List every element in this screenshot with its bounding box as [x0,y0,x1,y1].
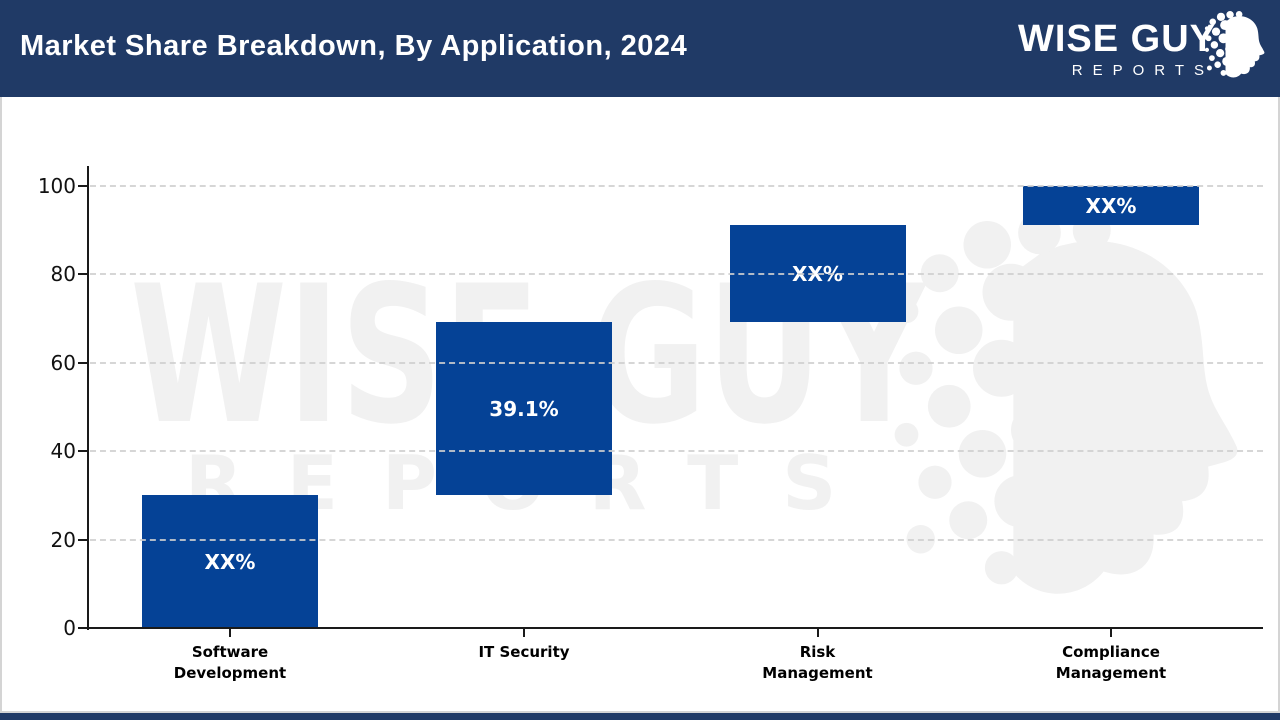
header-bar: Market Share Breakdown, By Application, … [0,0,1280,97]
logo-wise-guy-text: WISE GUY [1017,18,1216,60]
bar: 39.1% [436,322,612,496]
category-label: Software Development [173,643,287,682]
x-axis-line [87,627,1263,629]
y-axis-tick [78,538,87,541]
wiseguy-logo: WISE GUY REPORTS [1018,6,1268,92]
x-axis-tick [816,629,819,637]
y-tick-label: 0 [63,616,76,640]
gridline [90,361,1263,364]
bar: XX% [1023,185,1199,226]
bar-value-label: XX% [204,549,256,574]
left-border [0,97,2,713]
y-tick-label: 20 [50,527,76,552]
gridline [90,450,1263,453]
x-axis-tick [1110,629,1112,637]
bar-value-label: XX% [1085,193,1137,218]
wiseguy-face-icon [1204,11,1265,78]
logo-reports-text: REPORTS [1071,62,1214,79]
x-axis-tick [523,629,525,637]
y-axis-tick [78,450,87,453]
y-axis-tick [78,273,87,276]
right-border [1278,97,1280,713]
y-axis-tick [78,184,87,187]
bar: XX% [142,495,318,628]
y-axis-line [87,166,89,630]
y-tick-label: 40 [50,439,76,464]
y-tick-label: 100 [37,173,76,198]
bar-value-label: 39.1% [489,396,559,421]
chart-plot-area: WISE GUY REPORTS 020406080100XX%Software… [0,97,1280,713]
y-tick-label: 80 [50,262,76,287]
category-label: Compliance Management [1055,643,1167,682]
footer-bar [0,713,1280,720]
gridline [90,184,1263,187]
category-label: IT Security [478,643,570,661]
wiseguy-logo-text: WISE GUY REPORTS [1018,19,1216,79]
category-label: Risk Management [762,643,873,682]
gridline [90,538,1263,541]
bottom-border [0,711,1280,713]
watermark-face-icon [894,215,1238,594]
y-axis-tick [78,627,87,629]
gridline [90,273,1263,276]
chart-title: Market Share Breakdown, By Application, … [20,30,688,62]
y-axis-tick [78,361,87,364]
y-tick-label: 60 [50,350,76,375]
x-axis-tick [229,629,231,637]
